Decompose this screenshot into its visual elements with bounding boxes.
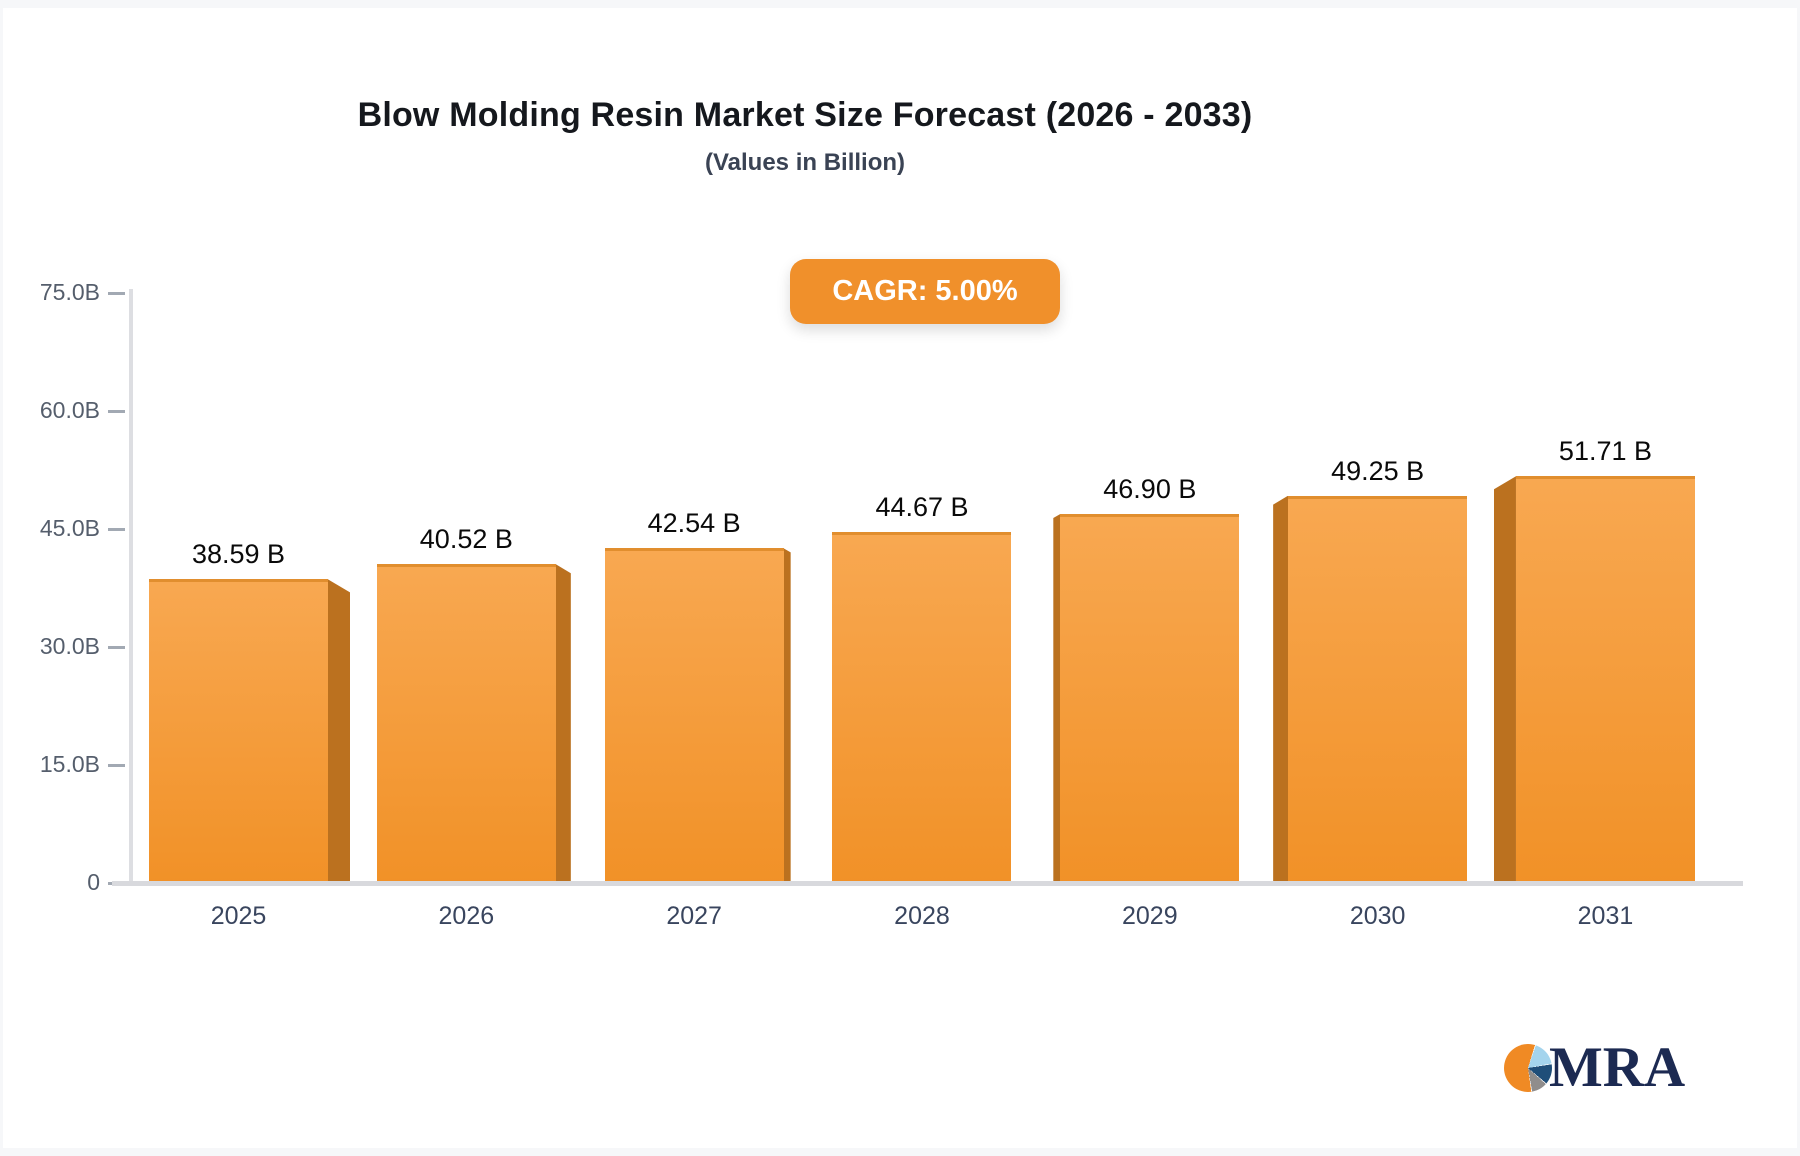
y-axis-tick-mark [108,292,125,295]
x-axis-category-label: 2025 [210,902,267,930]
y-axis-line [129,289,133,884]
bar [604,548,784,884]
y-axis-tick-mark [108,410,125,413]
bar-3d-side [783,548,791,884]
chart-title: Blow Molding Resin Market Size Forecast … [357,96,1253,134]
mra-logo-pie-icon [1504,1044,1552,1092]
bar [832,531,1012,884]
x-axis-baseline [112,881,1743,886]
y-axis-tick-label: 60.0B [39,397,100,423]
bar-value-label: 38.59 B [191,539,286,570]
bar [1515,476,1695,884]
y-axis-tick-mark [108,764,125,767]
bar [149,579,328,884]
y-axis-tick-mark [108,528,125,531]
bar-value-label: 42.54 B [647,508,741,539]
bar-3d-side [1053,514,1061,884]
x-axis-category-label: 2030 [1349,902,1406,930]
bar-value-label: 51.71 B [1558,436,1653,467]
bar-value-label: 46.90 B [1103,474,1197,505]
mra-logo: MRA [1504,1036,1686,1099]
mra-logo-text: MRA [1549,1036,1686,1099]
bar-value-label: 40.52 B [419,524,513,555]
bar-value-label: 49.25 B [1331,455,1425,486]
bar [1060,514,1240,884]
cagr-badge: CAGR: 5.00% [790,259,1060,324]
bar-3d-side [328,579,350,884]
bar-3d-side [555,564,571,884]
y-axis-tick-label: 0 [87,869,100,895]
bar-3d-side [1273,495,1289,884]
bar-3d-side [1493,476,1516,884]
y-axis-tick-label: 45.0B [39,515,100,541]
x-axis-category-label: 2026 [438,902,495,930]
y-axis-tick-mark [108,646,125,649]
x-axis-category-label: 2028 [894,902,950,930]
x-axis-category-label: 2031 [1577,902,1634,930]
y-axis-tick-label: 75.0B [39,279,100,305]
y-axis-tick-label: 30.0B [39,633,100,659]
x-axis-category-label: 2029 [1122,902,1178,930]
bar [376,564,556,884]
bar [1288,495,1468,884]
x-axis-category-label: 2027 [666,902,722,930]
y-axis-tick-label: 15.0B [39,751,100,777]
chart-subtitle: (Values in Billion) [704,149,906,176]
bar-value-label: 44.67 B [875,491,969,522]
